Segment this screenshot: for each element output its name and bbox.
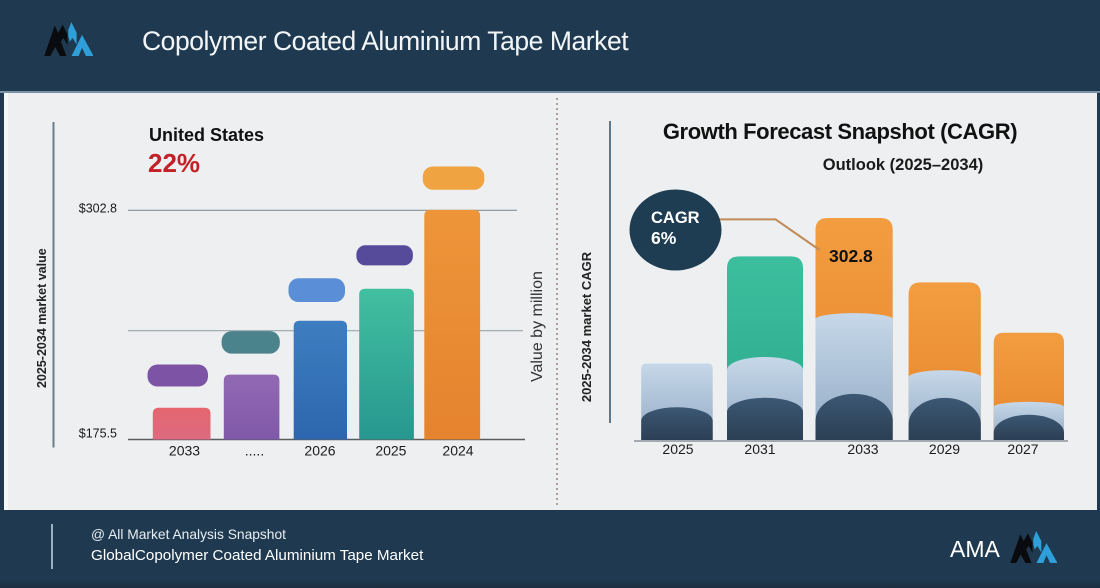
svg-text:.....: ..... [245, 443, 264, 459]
svg-text:Outlook (2025–2034): Outlook (2025–2034) [823, 156, 984, 174]
svg-text:2031: 2031 [744, 441, 775, 457]
svg-text:2025: 2025 [662, 441, 693, 457]
svg-text:2033: 2033 [169, 443, 200, 459]
svg-text:2029: 2029 [929, 441, 960, 457]
svg-text:22%: 22% [148, 148, 200, 178]
svg-text:2027: 2027 [1007, 441, 1038, 457]
svg-text:2024: 2024 [442, 443, 473, 459]
svg-text:$302.8: $302.8 [79, 202, 117, 216]
svg-text:2033: 2033 [847, 441, 878, 457]
svg-text:2025: 2025 [375, 443, 406, 459]
svg-text:2025-2034 market value: 2025-2034 market value [35, 248, 49, 388]
svg-text:$175.5: $175.5 [79, 427, 117, 441]
svg-text:Growth Forecast Snapshot (CAGR: Growth Forecast Snapshot (CAGR) [663, 119, 1017, 144]
svg-text:United States: United States [149, 125, 264, 145]
svg-text:302.8: 302.8 [829, 246, 873, 266]
svg-text:CAGR: CAGR [651, 209, 700, 227]
svg-text:2025-2034 market CAGR: 2025-2034 market CAGR [579, 251, 594, 402]
svg-text:Value by million: Value by million [529, 271, 546, 382]
svg-text:2026: 2026 [304, 443, 335, 459]
svg-text:6%: 6% [651, 228, 677, 248]
